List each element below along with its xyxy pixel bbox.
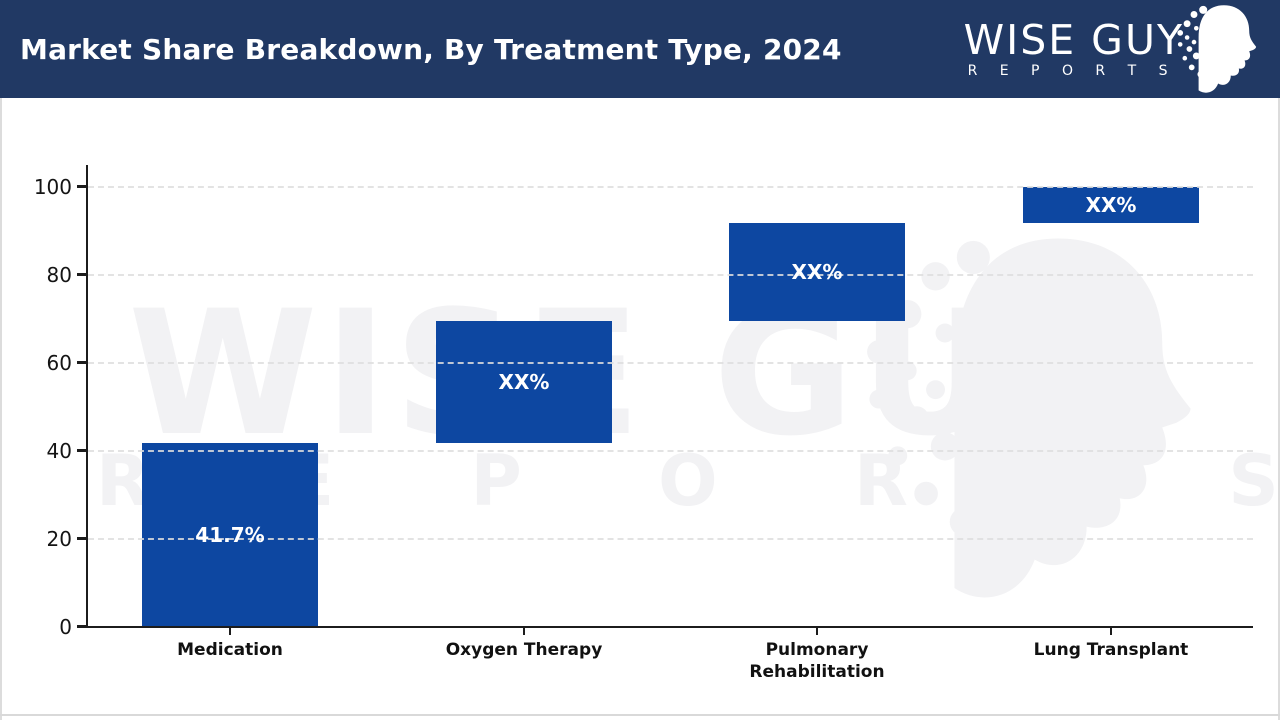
x-category-label: Medication (177, 640, 283, 660)
y-axis (85, 165, 88, 628)
gridline (88, 449, 1253, 452)
x-tick-mark (1109, 628, 1113, 635)
header: Market Share Breakdown, By Treatment Typ… (0, 0, 1280, 98)
bar (142, 443, 318, 627)
bar-value-label: XX% (498, 369, 550, 394)
bar-value-label: XX% (791, 259, 843, 284)
x-tick-mark (522, 628, 526, 635)
bar (436, 320, 612, 443)
brand-name: WISE GUY (963, 16, 1184, 64)
x-tick-mark (815, 628, 819, 635)
face-logo-icon (1177, 5, 1257, 93)
y-tick-mark (77, 625, 86, 628)
watermark-face-icon (867, 238, 1191, 598)
page-title: Market Share Breakdown, By Treatment Typ… (20, 32, 842, 66)
bar (729, 222, 905, 321)
gridline (88, 361, 1253, 364)
y-tick-mark (77, 185, 86, 188)
y-tick-mark (77, 273, 86, 276)
y-tick-mark (77, 449, 86, 452)
x-category-label: Lung Transplant (1033, 640, 1189, 660)
bar-value-label: 41.7% (195, 522, 265, 547)
y-tick-label: 100 (33, 174, 72, 199)
brand-logo: WISE GUY R E P O R T S (964, 3, 1260, 95)
y-tick-label: 80 (46, 262, 72, 287)
y-tick-label: 0 (59, 614, 72, 639)
y-tick-label: 40 (46, 438, 72, 463)
y-tick-mark (77, 361, 86, 364)
bar (1023, 186, 1199, 223)
gridline (88, 537, 1253, 540)
x-axis (85, 625, 1253, 628)
x-category-label: Pulmonary Rehabilitation (749, 640, 885, 683)
x-tick-mark (228, 628, 232, 635)
x-category-label: Oxygen Therapy (445, 640, 603, 660)
bottom-rule (0, 714, 1280, 716)
brand-logo-text: WISE GUY R E P O R T S (963, 16, 1184, 79)
brand-subtitle: R E P O R T S (967, 63, 1177, 79)
watermark: WISE GUY R E P O R T S (0, 98, 1280, 718)
y-tick-label: 20 (46, 526, 72, 551)
gridline (88, 185, 1253, 188)
y-tick-label: 60 (46, 350, 72, 375)
bar-value-label: XX% (1085, 192, 1137, 217)
y-tick-mark (77, 537, 86, 540)
gridline (88, 273, 1253, 276)
